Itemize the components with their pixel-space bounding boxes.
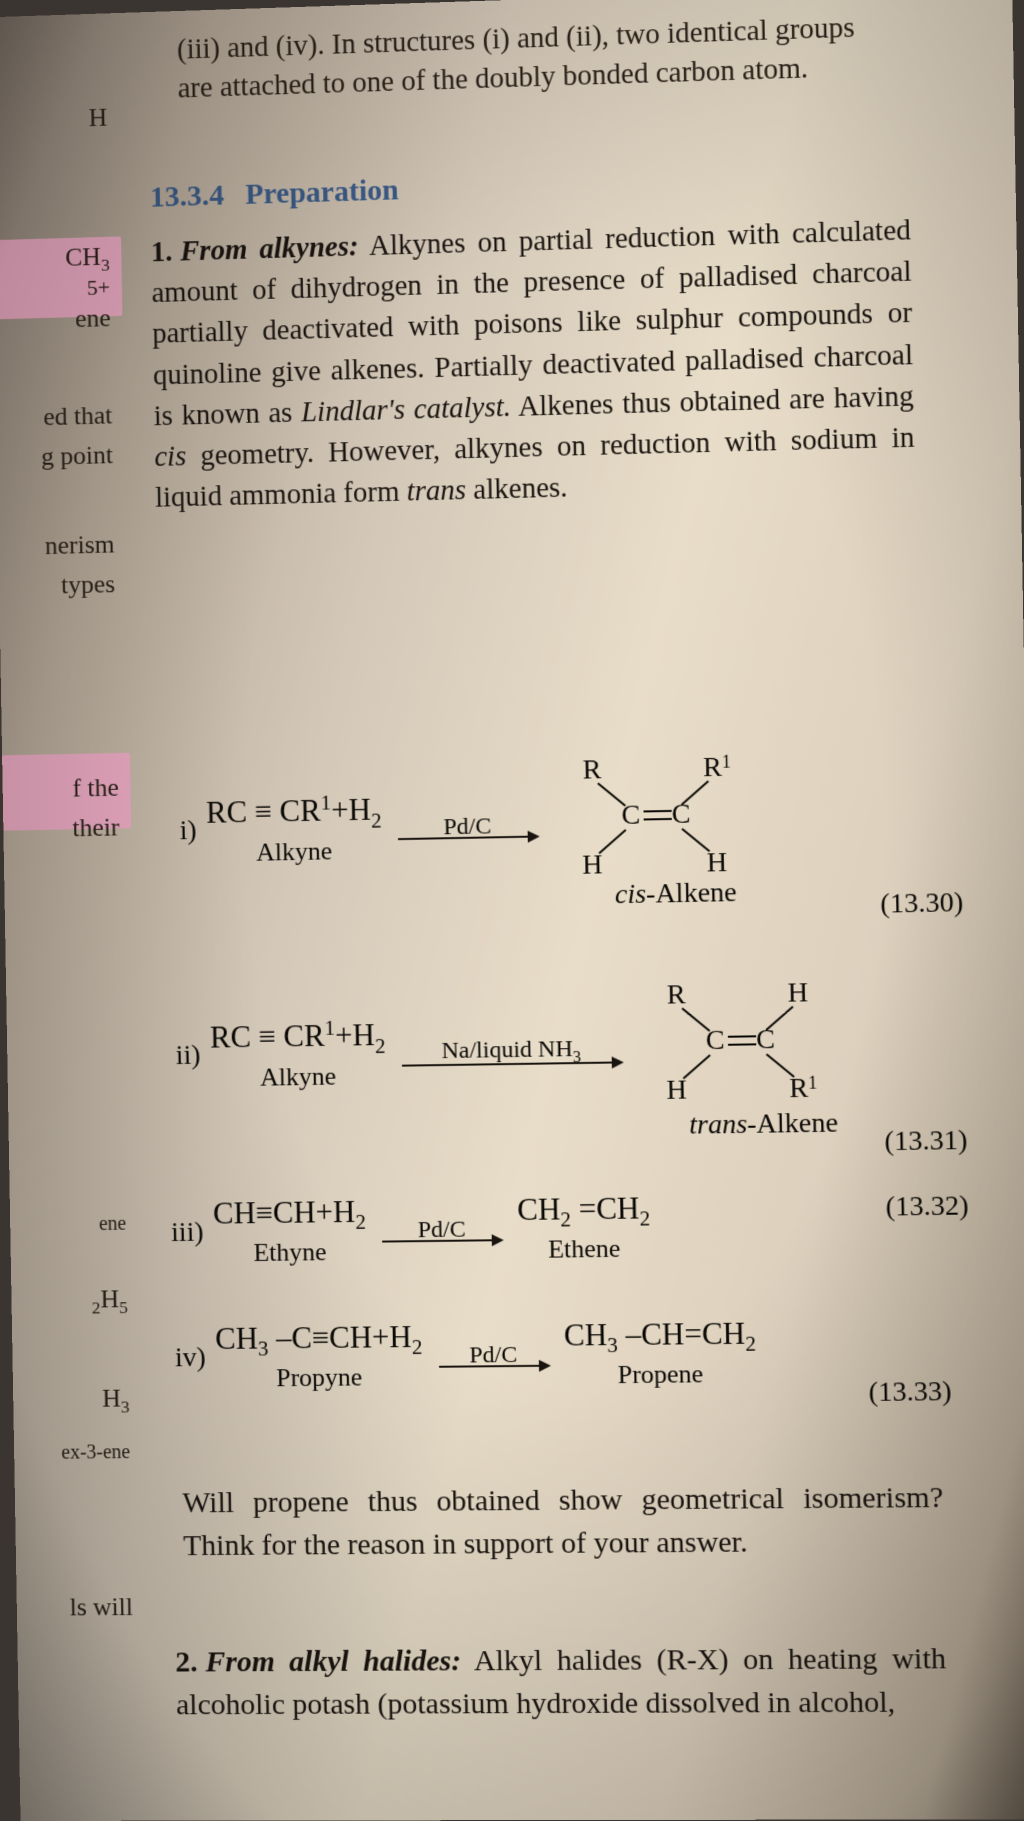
svg-text:H: H (582, 849, 603, 881)
svg-text:R: R (666, 979, 686, 1011)
section-title: Preparation (245, 173, 399, 210)
margin-text: CH3 (0, 242, 110, 279)
margin-text: ene (0, 303, 111, 336)
svg-text:trans-Alkene: trans-Alkene (689, 1107, 838, 1140)
svg-text:H: H (787, 977, 808, 1009)
margin-text: 2H5 (11, 1284, 128, 1319)
section-number: 13.3.4 (150, 179, 225, 214)
paragraph-from-alkyl-halides: 2.From alkyl halides: Alkyl halides (R-X… (175, 1638, 947, 1726)
reaction-iii: iii) CH≡CH+H2 Ethyne Pd/C CH2 =CH2 Ethen… (157, 1176, 990, 1286)
margin-text: ls will (17, 1592, 134, 1622)
main-column: (iii) and (iv). In structures (i) and (i… (137, 0, 967, 12)
svg-text:R1: R1 (702, 751, 730, 783)
svg-text:H: H (666, 1074, 687, 1106)
reaction-list: i) RC ≡ CR1+H2 Alkyne Pd/C R (149, 710, 993, 1447)
svg-text:C: C (705, 1025, 724, 1057)
left-margin: H CH3 5+ ene ed that g point nerism type… (0, 13, 148, 1821)
equation-number: (13.31) (884, 1125, 967, 1158)
reaction-iv: iv) CH3 –C≡CH+H2 Propyne Pd/C CH3 –CH=CH… (159, 1303, 992, 1421)
equation-number: (13.30) (880, 887, 963, 921)
svg-text:R: R (582, 754, 602, 786)
margin-text: ed that (0, 401, 113, 434)
margin-text: their (3, 813, 120, 845)
svg-text:C: C (621, 799, 640, 831)
paragraph-from-alkynes: 1.From alkynes: Alkynes on partial reduc… (151, 210, 916, 519)
svg-text:H: H (706, 847, 727, 879)
reaction-i: i) RC ≡ CR1+H2 Alkyne Pd/C R (149, 710, 983, 926)
intro-paragraph: (iii) and (iv). In structures (i) and (i… (177, 9, 858, 109)
margin-text: nerism (0, 530, 115, 563)
margin-text: ex-3-ene (14, 1441, 131, 1465)
margin-text: types (0, 569, 115, 601)
equation-number: (13.33) (868, 1376, 951, 1409)
reaction-ii: ii) RC ≡ CR1+H2 Alkyne Na/liquid NH3 R (153, 938, 988, 1161)
svg-text:C: C (756, 1024, 775, 1056)
svg-text:R1: R1 (789, 1072, 817, 1104)
cis-alkene-structure: R R1 C C H H cis-Alkene (552, 755, 755, 889)
question-paragraph: Will propene thus obtained show geometri… (182, 1477, 944, 1567)
equation-number: (13.32) (885, 1190, 968, 1223)
section-heading: 13.3.4 Preparation (150, 173, 399, 214)
margin-text: H (0, 103, 107, 136)
textbook-page: H CH3 5+ ene ed that g point nerism type… (0, 0, 1024, 1821)
margin-text: 5+ (0, 274, 110, 303)
svg-text:C: C (671, 798, 690, 830)
margin-text: g point (0, 440, 113, 473)
margin-text: H3 (13, 1384, 130, 1419)
trans-alkene-structure: R H C C H R1 trans-Alkene (636, 981, 840, 1115)
margin-text: f the (2, 773, 119, 805)
margin-text: ene (10, 1213, 126, 1237)
svg-text:cis-Alkene: cis-Alkene (614, 877, 736, 910)
